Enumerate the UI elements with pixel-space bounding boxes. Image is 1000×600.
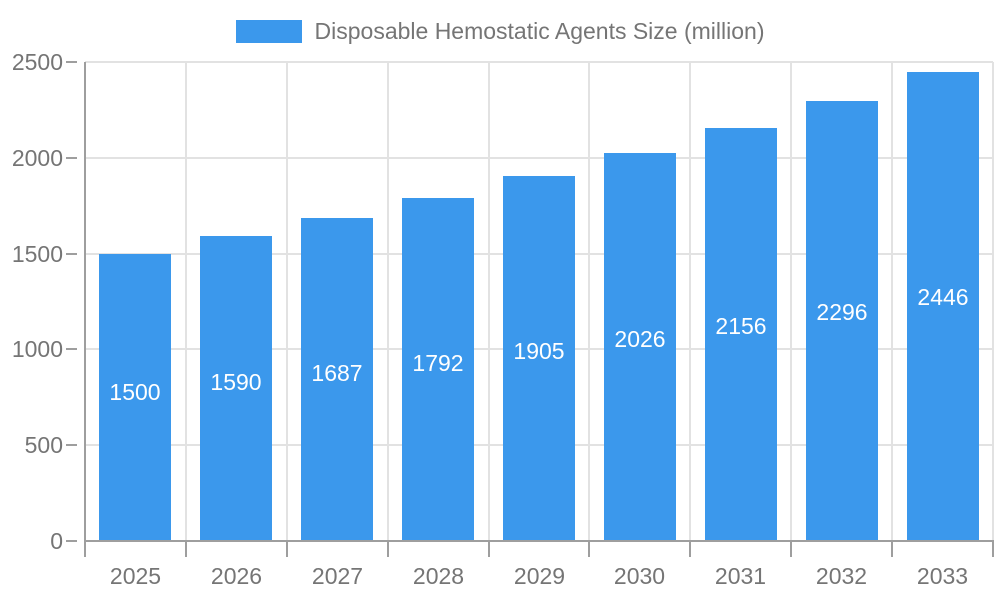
bar-value-label: 1590 — [210, 369, 262, 395]
y-axis-label: 2500 — [11, 49, 63, 75]
bar-value-label: 1687 — [311, 360, 363, 386]
x-axis-label: 2028 — [412, 563, 465, 589]
y-axis-label: 0 — [50, 528, 63, 554]
x-axis-tick — [185, 541, 187, 557]
y-axis-tick — [66, 348, 77, 350]
x-axis-label: 2032 — [815, 563, 868, 589]
legend-label: Disposable Hemostatic Agents Size (milli… — [314, 18, 765, 44]
bar-2030: 2026 — [604, 153, 676, 541]
y-axis-label: 2000 — [11, 145, 63, 171]
gridline-v — [387, 62, 389, 541]
y-axis-label: 1000 — [11, 336, 63, 362]
bar-2033: 2446 — [907, 72, 979, 541]
gridline-v — [689, 62, 691, 541]
bar-value-label: 1905 — [513, 338, 565, 364]
gridline-v — [790, 62, 792, 541]
bar-value-label: 2026 — [614, 326, 666, 352]
legend-swatch — [235, 20, 302, 43]
x-axis-line — [84, 540, 994, 542]
y-axis-label: 1500 — [11, 241, 63, 267]
legend[interactable]: Disposable Hemostatic Agents Size (milli… — [0, 18, 1000, 45]
y-axis-tick — [66, 253, 77, 255]
y-axis-tick — [66, 61, 77, 63]
gridline-v — [488, 62, 490, 541]
bar-value-label: 1500 — [109, 379, 161, 405]
bar-2031: 2156 — [705, 128, 777, 541]
x-axis-tick — [387, 541, 389, 557]
x-axis-label: 2031 — [714, 563, 767, 589]
gridline-h — [85, 61, 993, 63]
y-axis-line — [84, 62, 86, 542]
x-axis-tick — [992, 541, 994, 557]
bar-2029: 1905 — [503, 176, 575, 541]
x-axis-tick — [286, 541, 288, 557]
bar-2027: 1687 — [301, 218, 373, 541]
y-axis-tick — [66, 157, 77, 159]
bar-value-label: 2156 — [715, 313, 767, 339]
y-axis-tick — [66, 444, 77, 446]
x-axis-tick — [84, 541, 86, 557]
x-axis-tick — [689, 541, 691, 557]
gridline-v — [185, 62, 187, 541]
x-axis-label: 2026 — [210, 563, 263, 589]
bar-2025: 1500 — [99, 254, 171, 541]
x-axis-tick — [790, 541, 792, 557]
x-axis-label: 2033 — [916, 563, 969, 589]
bar-value-label: 2296 — [816, 299, 868, 325]
gridline-h — [85, 157, 993, 159]
bar-2028: 1792 — [402, 198, 474, 541]
x-axis-tick — [588, 541, 590, 557]
bar-value-label: 2446 — [917, 284, 969, 310]
gridline-v — [588, 62, 590, 541]
y-axis-label: 500 — [24, 432, 63, 458]
x-axis-tick — [891, 541, 893, 557]
bar-2026: 1590 — [200, 236, 272, 541]
gridline-v — [992, 62, 994, 541]
x-axis-label: 2025 — [109, 563, 162, 589]
bar-2032: 2296 — [806, 101, 878, 541]
x-axis-label: 2029 — [513, 563, 566, 589]
x-axis-label: 2027 — [311, 563, 364, 589]
x-axis-tick — [488, 541, 490, 557]
gridline-v — [891, 62, 893, 541]
bar-value-label: 1792 — [412, 350, 464, 376]
x-axis-label: 2030 — [613, 563, 666, 589]
y-axis-tick — [66, 540, 77, 542]
gridline-v — [286, 62, 288, 541]
